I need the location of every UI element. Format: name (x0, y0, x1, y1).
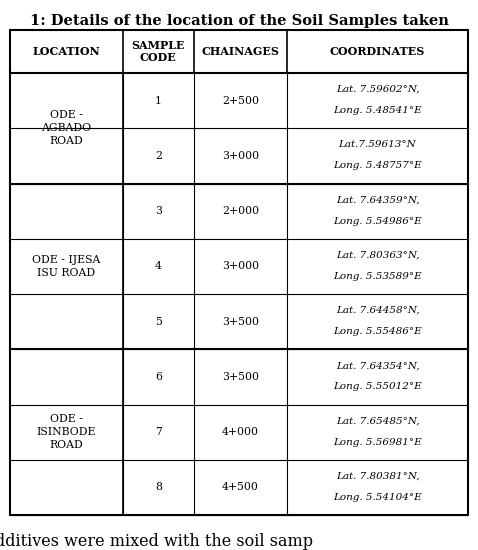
Text: Lat. 7.64458°N,: Lat. 7.64458°N, (336, 306, 419, 315)
Text: Long. 5.53589°E: Long. 5.53589°E (333, 272, 422, 281)
Text: 4+500: 4+500 (222, 482, 259, 492)
Text: 2: 2 (155, 151, 162, 161)
Text: 4: 4 (155, 261, 162, 271)
Text: Lat. 7.64359°N,: Lat. 7.64359°N, (336, 196, 419, 205)
Text: Long. 5.55486°E: Long. 5.55486°E (333, 327, 422, 336)
Text: Lat. 7.65485°N,: Lat. 7.65485°N, (336, 416, 419, 426)
Text: CHAINAGES: CHAINAGES (202, 46, 280, 57)
Text: 3+500: 3+500 (222, 372, 259, 382)
Text: 3+000: 3+000 (222, 261, 259, 271)
Text: Long. 5.54104°E: Long. 5.54104°E (333, 493, 422, 502)
Text: Lat. 7.80363°N,: Lat. 7.80363°N, (336, 251, 419, 260)
Text: 2+000: 2+000 (222, 206, 259, 216)
Text: ODE -
ISINBODE
ROAD: ODE - ISINBODE ROAD (36, 414, 96, 450)
Text: 5: 5 (155, 317, 162, 327)
Text: 7: 7 (155, 427, 162, 437)
Text: Lat. 7.59602°N,: Lat. 7.59602°N, (336, 85, 419, 94)
Text: Long. 5.48541°E: Long. 5.48541°E (333, 106, 422, 115)
Text: LOCATION: LOCATION (33, 46, 100, 57)
Text: Long. 5.55012°E: Long. 5.55012°E (333, 382, 422, 391)
Text: ODE -
AGBADO
ROAD: ODE - AGBADO ROAD (41, 110, 91, 146)
Text: 2+500: 2+500 (222, 96, 259, 106)
Text: 1: Details of the location of the Soil Samples taken: 1: Details of the location of the Soil S… (30, 14, 448, 28)
Text: 3: 3 (155, 206, 162, 216)
Text: 3+000: 3+000 (222, 151, 259, 161)
Text: Long. 5.56981°E: Long. 5.56981°E (333, 438, 422, 447)
Text: 6: 6 (155, 372, 162, 382)
Text: Lat. 7.80381°N,: Lat. 7.80381°N, (336, 472, 419, 481)
Text: dditives were mixed with the soil samp: dditives were mixed with the soil samp (0, 533, 313, 550)
Text: ODE - IJESA
ISU ROAD: ODE - IJESA ISU ROAD (32, 255, 100, 278)
Text: Long. 5.48757°E: Long. 5.48757°E (333, 161, 422, 170)
Text: Long. 5.54986°E: Long. 5.54986°E (333, 217, 422, 226)
Text: Lat. 7.64354°N,: Lat. 7.64354°N, (336, 361, 419, 370)
Text: 8: 8 (155, 482, 162, 492)
Bar (10, 30, 468, 515)
Text: 3+500: 3+500 (222, 317, 259, 327)
Text: COORDINATES: COORDINATES (330, 46, 425, 57)
Text: 1: 1 (155, 96, 162, 106)
Text: 4+000: 4+000 (222, 427, 259, 437)
Text: Lat.7.59613°N: Lat.7.59613°N (338, 140, 416, 149)
Text: SAMPLE
CODE: SAMPLE CODE (131, 40, 185, 63)
